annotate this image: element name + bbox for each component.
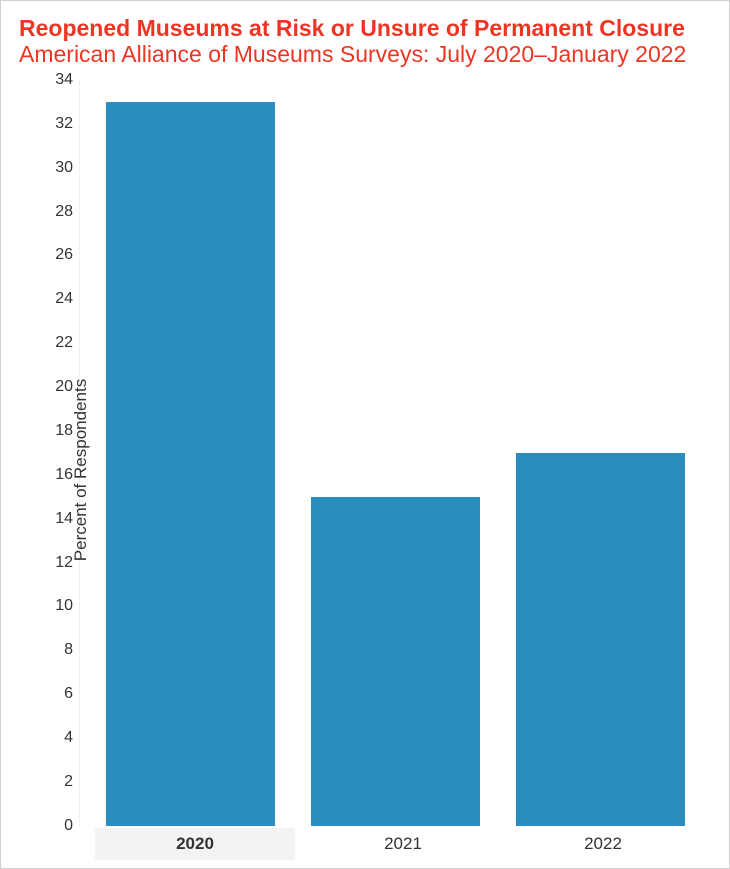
y-tick: 16 xyxy=(55,466,73,484)
y-tick: 28 xyxy=(55,203,73,221)
y-tick: 0 xyxy=(64,817,73,835)
y-tick: 32 xyxy=(55,115,73,133)
y-tick: 4 xyxy=(64,729,73,747)
x-axis-labels: 202020212022 xyxy=(79,828,711,860)
y-tick: 12 xyxy=(55,554,73,572)
plot-area xyxy=(79,80,711,826)
y-tick: 26 xyxy=(55,246,73,264)
x-axis-label[interactable]: 2020 xyxy=(95,828,295,860)
y-tick: 20 xyxy=(55,378,73,396)
bar[interactable] xyxy=(516,453,684,826)
y-tick: 8 xyxy=(64,641,73,659)
bars-group xyxy=(80,80,711,826)
y-tick: 18 xyxy=(55,422,73,440)
bar[interactable] xyxy=(311,497,479,826)
chart-container: Reopened Museums at Risk or Unsure of Pe… xyxy=(0,0,730,869)
plot-wrapper: Percent of Respondents 02468101214161820… xyxy=(19,80,711,860)
bar-slot xyxy=(498,80,703,826)
y-tick: 2 xyxy=(64,773,73,791)
bar[interactable] xyxy=(106,102,274,826)
y-tick: 22 xyxy=(55,334,73,352)
bar-slot xyxy=(293,80,498,826)
x-axis-label[interactable]: 2021 xyxy=(303,828,503,860)
chart-subtitle: American Alliance of Museums Surveys: Ju… xyxy=(19,41,711,67)
y-tick: 24 xyxy=(55,290,73,308)
chart-title: Reopened Museums at Risk or Unsure of Pe… xyxy=(19,15,711,41)
y-tick: 34 xyxy=(55,71,73,89)
y-tick: 6 xyxy=(64,685,73,703)
y-tick: 30 xyxy=(55,159,73,177)
bar-slot xyxy=(88,80,293,826)
x-axis-label[interactable]: 2022 xyxy=(503,828,703,860)
y-axis-ticks: 0246810121416182022242628303234 xyxy=(43,80,79,826)
y-tick: 14 xyxy=(55,510,73,528)
y-tick: 10 xyxy=(55,597,73,615)
y-axis-label-wrap: Percent of Respondents xyxy=(19,80,43,860)
